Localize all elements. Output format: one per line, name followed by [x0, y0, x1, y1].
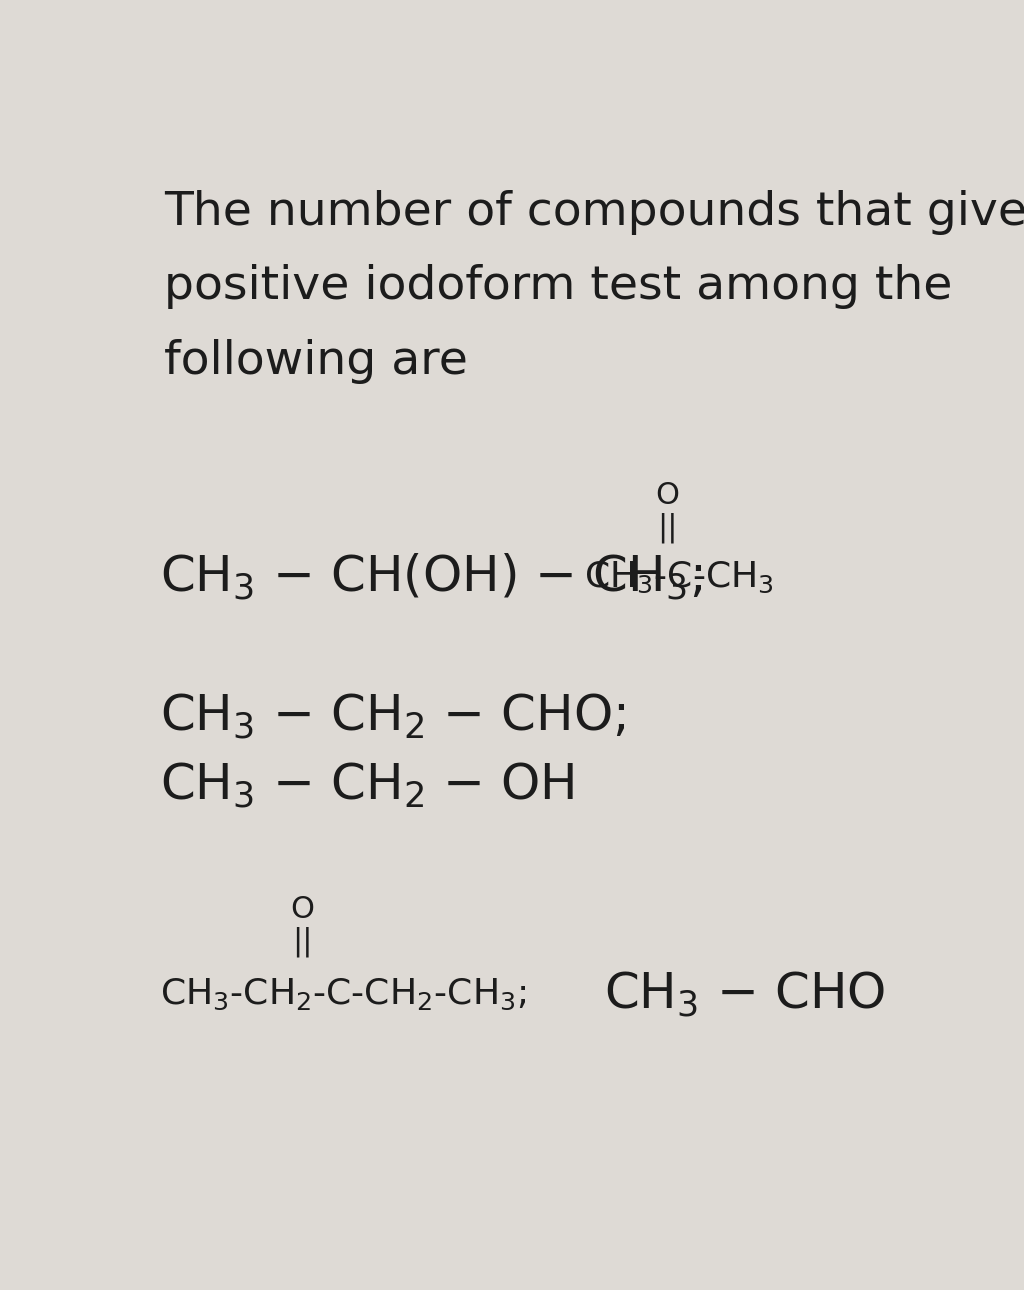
Text: following are: following are — [164, 338, 468, 383]
Text: The number of compounds that give: The number of compounds that give — [164, 190, 1024, 235]
Text: $\mathregular{CH_3}$ $-$ $\mathregular{CH_2}$ $-$ OH: $\mathregular{CH_3}$ $-$ $\mathregular{C… — [160, 761, 574, 810]
Text: $\mathregular{CH_3}$-$\mathregular{CH_2}$-C-$\mathregular{CH_2}$-$\mathregular{C: $\mathregular{CH_3}$-$\mathregular{CH_2}… — [160, 977, 526, 1011]
Text: $\mathregular{CH_3}$-C-$\mathregular{CH_3}$: $\mathregular{CH_3}$-C-$\mathregular{CH_… — [585, 560, 774, 595]
Text: positive iodoform test among the: positive iodoform test among the — [164, 264, 952, 310]
Text: $\mathregular{CH_3}$ $-$ $\mathregular{CH_2}$ $-$ CHO;: $\mathregular{CH_3}$ $-$ $\mathregular{C… — [160, 691, 626, 740]
Text: $\mathregular{CH_3}$ $-$ $\mathregular{CH(OH)}$ $-$ $\mathregular{CH_3}$;: $\mathregular{CH_3}$ $-$ $\mathregular{C… — [160, 552, 701, 602]
Text: O: O — [291, 895, 314, 924]
Text: O: O — [655, 481, 680, 510]
Text: ||: || — [657, 512, 678, 543]
Text: ||: || — [292, 926, 313, 957]
Text: $\mathregular{CH_3}$ $-$ CHO: $\mathregular{CH_3}$ $-$ CHO — [604, 970, 886, 1019]
